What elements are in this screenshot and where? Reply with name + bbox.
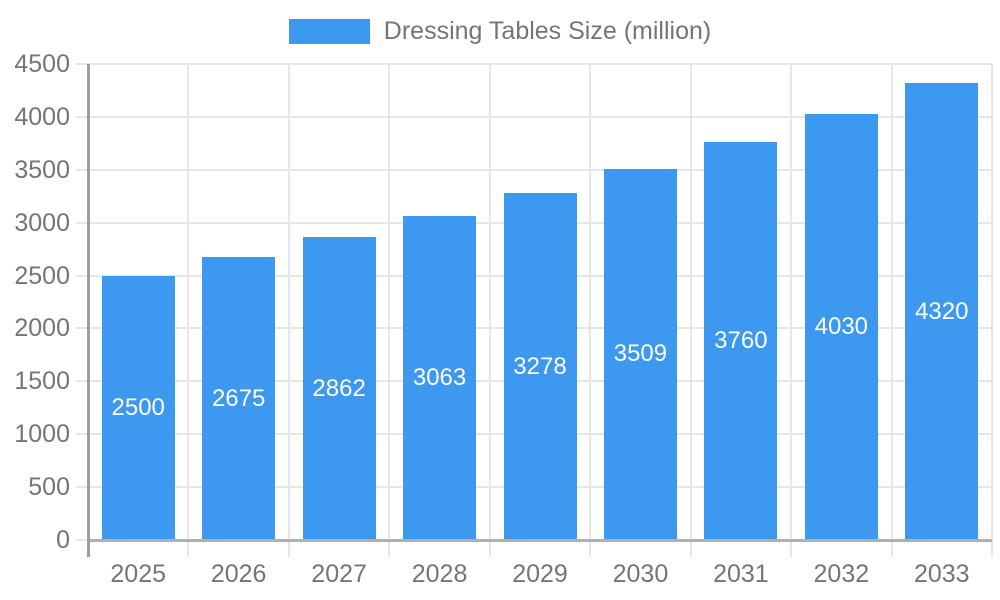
bar-2026[interactable] — [202, 257, 276, 540]
y-axis-tick-label: 500 — [28, 473, 70, 502]
bar-value-label: 3063 — [412, 364, 467, 391]
bar-value-label: 2500 — [111, 393, 165, 421]
y-axis-tick-label: 2000 — [14, 314, 70, 343]
gridline-vertical — [187, 64, 190, 557]
bar-value-label: 3509 — [613, 340, 668, 368]
gridline-vertical — [388, 64, 391, 557]
gridline-vertical — [991, 64, 993, 557]
y-axis-tick-label: 0 — [56, 526, 70, 554]
bar-2028[interactable] — [403, 216, 477, 540]
bar-value-label: 3278 — [513, 352, 567, 380]
gridline-vertical — [589, 64, 592, 557]
y-axis-tick-label: 4000 — [14, 102, 70, 131]
x-axis-tick-label: 2030 — [612, 560, 669, 588]
x-axis-tick-label: 2031 — [713, 560, 769, 588]
y-axis-tick-label: 4500 — [14, 50, 70, 78]
bar-2032[interactable] — [804, 113, 878, 540]
bar-2031[interactable] — [704, 142, 778, 540]
x-axis-tick-label: 2028 — [411, 560, 468, 588]
y-axis-tick-label: 2500 — [14, 261, 70, 290]
bar-2033[interactable] — [905, 83, 979, 540]
y-axis-line — [86, 64, 90, 557]
bar-value-label: 3760 — [714, 327, 768, 355]
bar-2030[interactable] — [603, 168, 677, 540]
y-axis-tick-label: 1500 — [14, 367, 70, 396]
x-axis-tick-label: 2032 — [813, 560, 870, 588]
bar-value-label: 2862 — [312, 374, 366, 402]
bar-2025[interactable] — [101, 275, 175, 540]
x-axis-baseline — [88, 538, 992, 542]
y-axis-tick-label: 1000 — [14, 420, 70, 449]
bar-value-label: 4320 — [915, 297, 969, 325]
plot-area: 0 500 1000 1500 2000 2500 3000 3500 4000 4500 2500… — [14, 50, 993, 588]
bar-2029[interactable] — [503, 193, 577, 540]
gridline-vertical — [890, 64, 893, 557]
x-axis-tick-label: 2033 — [913, 560, 970, 588]
bar-value-label: 2675 — [211, 384, 266, 412]
gridline-vertical — [287, 64, 290, 557]
gridline-horizontal — [76, 168, 992, 171]
legend-swatch — [288, 18, 370, 44]
bar-value-label: 4030 — [814, 312, 869, 340]
legend: Dressing Tables Size (million) — [0, 12, 1000, 50]
y-axis-tick-label: 3500 — [14, 155, 70, 184]
x-axis-tick-label: 2027 — [311, 560, 367, 588]
x-axis-tick-label: 2026 — [210, 560, 267, 588]
legend-label: Dressing Tables Size (million) — [383, 16, 712, 45]
gridline-vertical — [790, 64, 793, 557]
gridline-vertical — [689, 64, 692, 557]
y-axis-tick-label: 3000 — [14, 208, 70, 237]
gridline-horizontal — [76, 63, 992, 65]
x-axis-tick-label: 2029 — [512, 560, 568, 588]
gridline-horizontal — [76, 115, 992, 118]
gridline-vertical — [488, 64, 491, 557]
bar-2027[interactable] — [302, 237, 376, 540]
x-axis-tick-label: 2025 — [110, 560, 167, 588]
